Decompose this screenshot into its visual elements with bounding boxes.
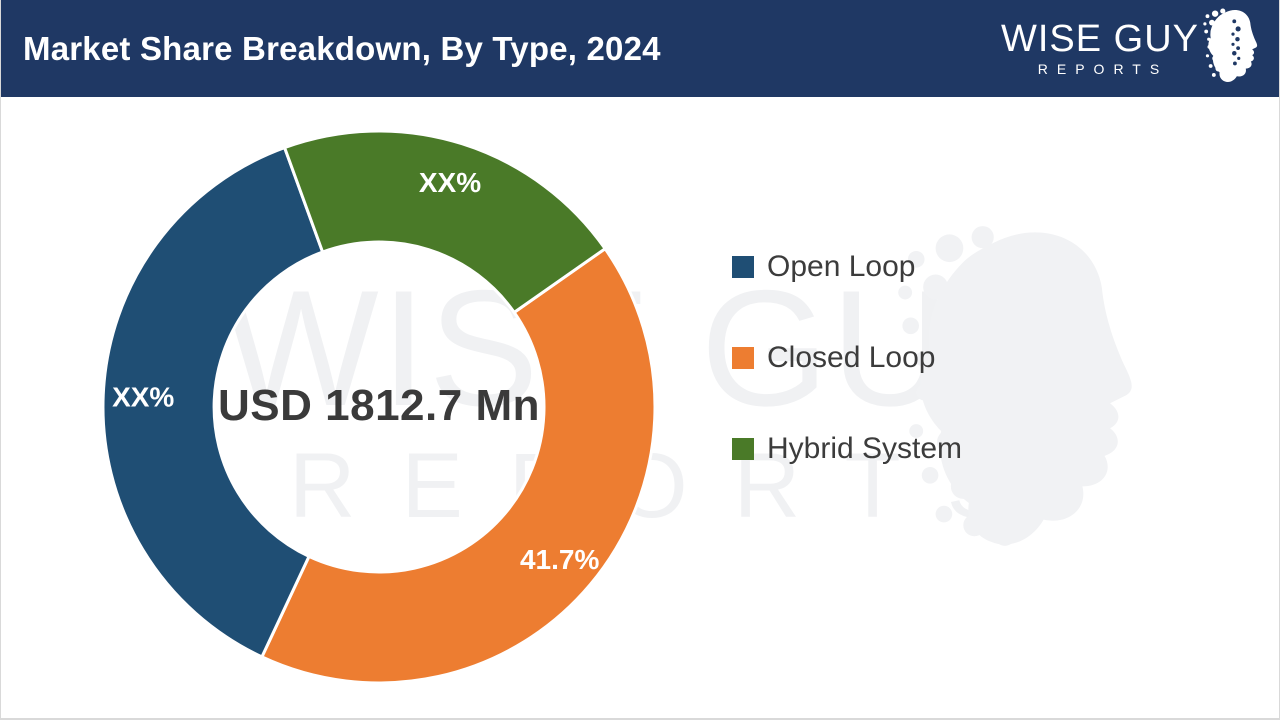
legend-label: Open Loop [767,250,916,283]
brand-face-icon [1203,8,1258,82]
legend-swatch [732,347,754,369]
segment-label-hybrid-system: XX% [419,167,481,198]
legend-label: Hybrid System [767,432,963,465]
segment-label-closed-loop: 41.7% [520,544,599,575]
donut-segment-hybrid-system [282,129,608,315]
brand-logo: WISE GUY REPORTS [1001,6,1265,89]
legend-swatch [732,256,754,278]
page-title: Market Share Breakdown, By Type, 2024 [23,29,661,67]
brand-name: WISE GUY [1000,18,1199,60]
legend-item-hybrid-system: Hybrid System [732,432,962,466]
donut-center-total: USD 1812.7 Mn [218,381,540,430]
legend-item-closed-loop: Closed Loop [732,341,962,375]
legend-label: Closed Loop [767,341,936,374]
donut-segment-closed-loop [259,246,657,685]
segment-label-open-loop: XX% [112,382,174,413]
donut-segment-open-loop [101,145,325,659]
chart-legend: Open Loop Closed Loop Hybrid System [732,250,962,523]
header-bar: Market Share Breakdown, By Type, 2024 WI… [1,0,1279,97]
brand-subname: REPORTS [1037,61,1169,77]
brand-logo-text: WISE GUY REPORTS [1001,18,1199,77]
legend-swatch [732,438,754,460]
legend-item-open-loop: Open Loop [732,250,962,284]
